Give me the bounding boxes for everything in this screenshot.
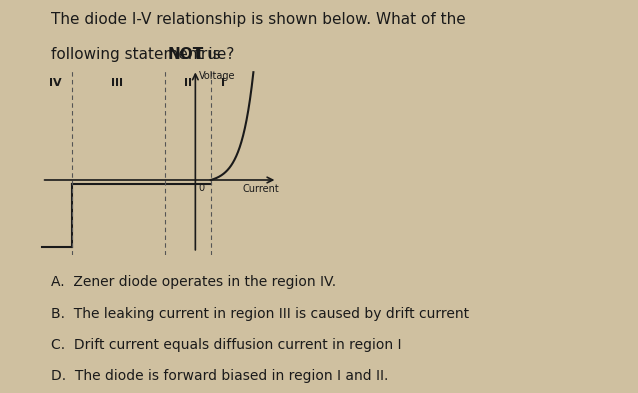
Text: NOT: NOT: [167, 47, 204, 62]
Text: Voltage: Voltage: [199, 71, 235, 81]
Text: II: II: [184, 78, 192, 88]
Text: A.  Zener diode operates in the region IV.: A. Zener diode operates in the region IV…: [51, 275, 336, 289]
Text: following statement is: following statement is: [51, 47, 226, 62]
Text: III: III: [111, 78, 123, 88]
Text: The diode I-V relationship is shown below. What of the: The diode I-V relationship is shown belo…: [51, 12, 466, 27]
Text: true?: true?: [190, 47, 235, 62]
Text: C.  Drift current equals diffusion current in region I: C. Drift current equals diffusion curren…: [51, 338, 401, 352]
Text: IV: IV: [49, 78, 62, 88]
Text: Current: Current: [242, 184, 279, 194]
Text: B.  The leaking current in region III is caused by drift current: B. The leaking current in region III is …: [51, 307, 469, 321]
Text: D.  The diode is forward biased in region I and II.: D. The diode is forward biased in region…: [51, 369, 389, 384]
Text: 0: 0: [198, 183, 204, 193]
Text: I: I: [221, 78, 225, 88]
